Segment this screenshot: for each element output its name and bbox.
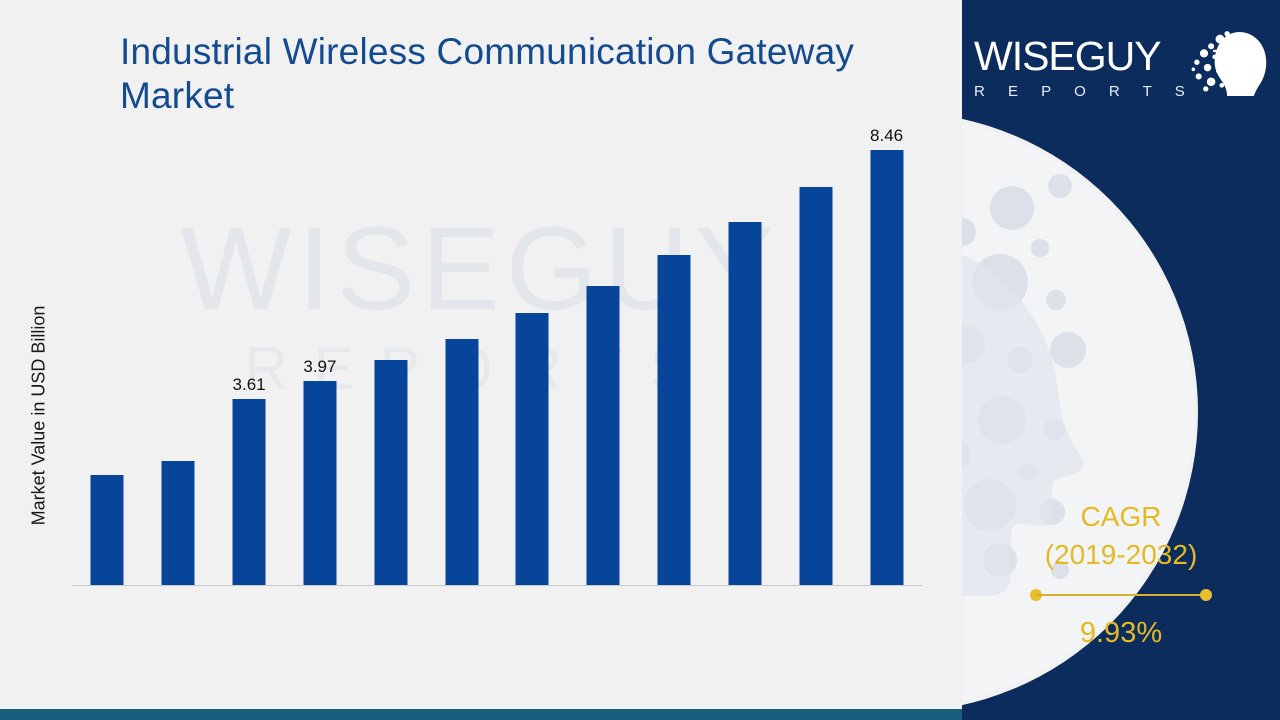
bar-2025	[374, 360, 408, 585]
brand-panel: WISEGUY R E P O R T S	[962, 0, 1280, 720]
divider-line	[1036, 594, 1206, 597]
bar-2019	[161, 461, 195, 585]
bar-group-2025: 2025	[355, 150, 426, 585]
bar-2023	[232, 399, 266, 585]
bar-2028	[586, 286, 620, 585]
y-axis-label: Market Value in USD Billion	[28, 305, 49, 526]
bar-group-2023: 3.612023	[214, 150, 285, 585]
bar-2031	[799, 187, 833, 585]
bar-group-2018: 2018	[72, 150, 143, 585]
head-profile-icon	[1191, 31, 1267, 97]
bar-group-2029: 2029	[639, 150, 710, 585]
divider-dot-right	[1200, 589, 1212, 602]
cagr-title-line1: CAGR	[1080, 501, 1162, 532]
logo-tagline: R E P O R T S	[974, 83, 1195, 100]
chart-panel: WISEGUY REPORTS Industrial Wireless Comm…	[0, 31, 962, 720]
bar-group-2019: 2019	[143, 150, 214, 585]
bar-group-2031: 2031	[780, 150, 851, 585]
bar-value-label-2032: 8.46	[870, 126, 904, 145]
bar-2027	[515, 313, 549, 585]
cagr-title-line2: (2019-2032)	[1044, 538, 1198, 570]
logo-wordmark: WISEGUY	[974, 33, 1162, 79]
bar-group-2030: 2030	[710, 150, 781, 585]
bar-group-2028: 2028	[568, 150, 639, 585]
cagr-value: 9.93%	[1079, 617, 1163, 650]
x-axis-line	[72, 585, 922, 586]
bar-group-2027: 2027	[497, 150, 568, 585]
bar-group-2032: 8.462032	[851, 126, 922, 585]
bottom-strip	[0, 709, 962, 720]
wiseguy-logo: WISEGUY R E P O R T S	[974, 30, 1270, 116]
bar-series: 201820193.6120233.9720242025202620272028…	[72, 126, 922, 585]
bar-value-label-2024: 3.97	[303, 357, 337, 376]
bar-2030	[728, 222, 762, 585]
cagr-block: CAGR (2019-2032) 9.93%	[962, 498, 1280, 650]
bar-group-2024: 3.972024	[285, 150, 356, 585]
cagr-divider	[1030, 589, 1212, 602]
bar-value-label-2023: 3.61	[232, 375, 266, 394]
bar-2024	[303, 381, 337, 585]
bar-2029	[657, 255, 691, 585]
bar-2026	[445, 339, 479, 585]
chart-title: Industrial Wireless Communication Gatewa…	[120, 31, 855, 116]
bar-2032	[870, 150, 904, 585]
bar-2018	[90, 475, 124, 585]
bar-group-2026: 2026	[426, 150, 497, 585]
